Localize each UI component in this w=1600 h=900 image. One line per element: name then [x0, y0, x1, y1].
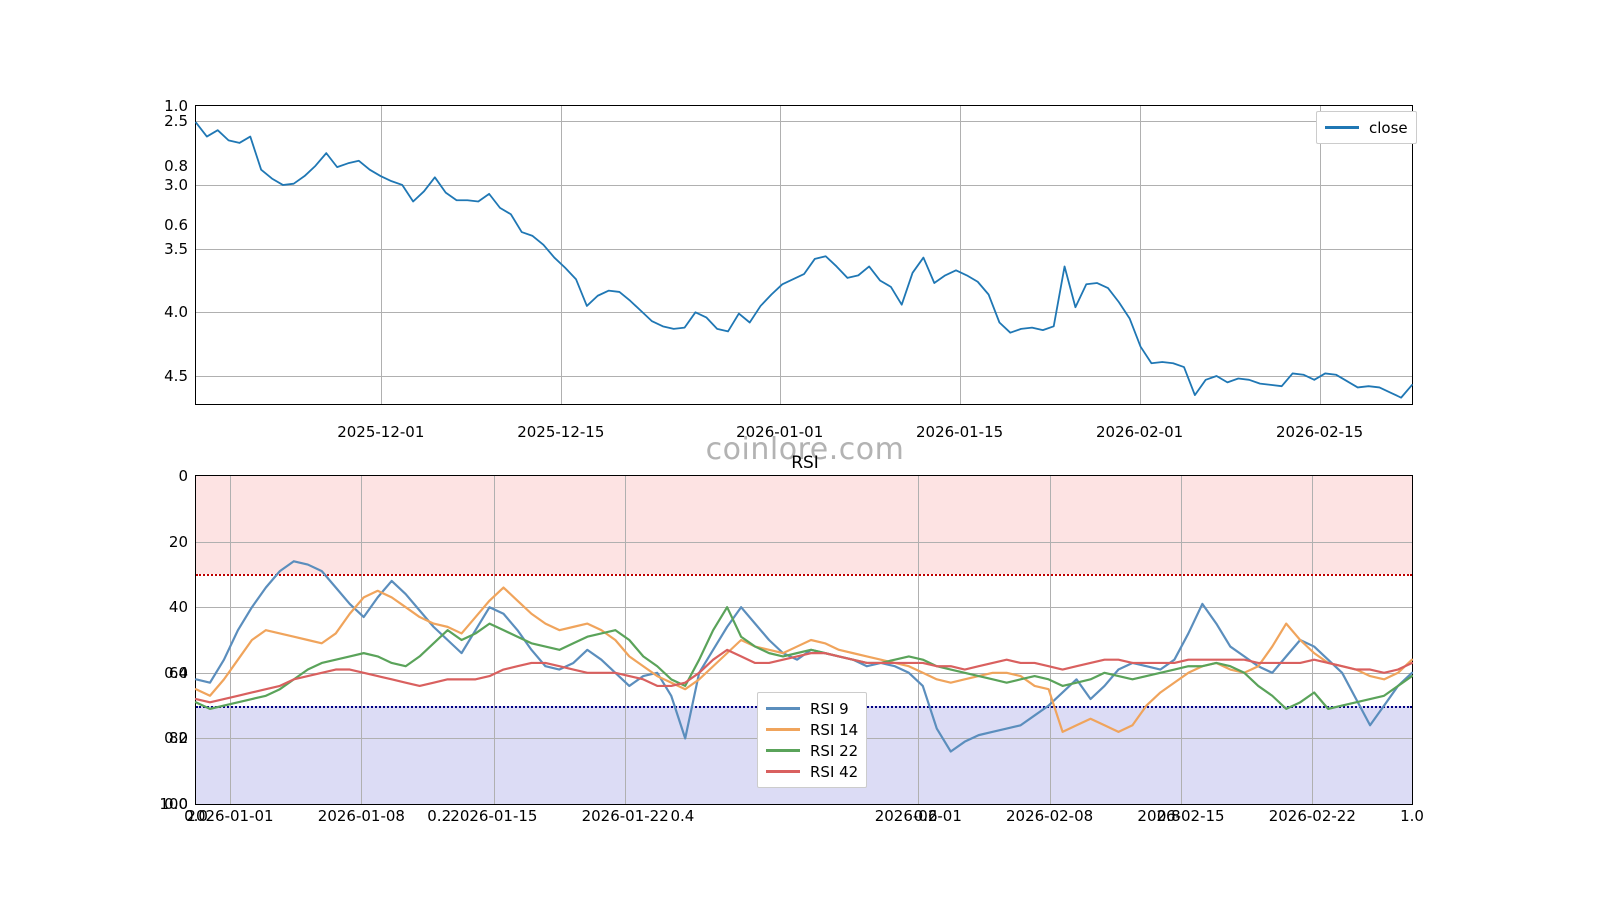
- gridline-vertical: [560, 106, 562, 404]
- gridline-horizontal: [196, 672, 1412, 674]
- rsi-shaded-region: [196, 476, 1412, 575]
- gridline-vertical: [1049, 476, 1051, 804]
- legend-item-label: RSI 42: [810, 762, 859, 781]
- rsi-x-tick-label: 2026-01-15: [450, 807, 538, 825]
- price-chart-panel: [195, 105, 1413, 405]
- rsi-legend: RSI 9 RSI 14 RSI 22 RSI 42: [757, 692, 868, 788]
- price-y-tick-secondary-label: 1.0: [164, 97, 188, 115]
- legend-item-label: RSI 22: [810, 741, 859, 760]
- rsi-y-tick-label: 20: [168, 532, 188, 551]
- rsi-x-tick-label: 2026-01-22: [581, 807, 669, 825]
- gridline-vertical: [1139, 106, 1141, 404]
- gridline-horizontal: [196, 541, 1412, 543]
- legend-item: RSI 42: [766, 761, 858, 782]
- rsi-y-tick-label: 60: [168, 663, 188, 682]
- price-y-tick-secondary-label: 0.8: [164, 156, 188, 175]
- price-legend: close: [1316, 111, 1417, 144]
- gridline-vertical: [230, 476, 231, 804]
- rsi-y-tick-label: 0: [178, 467, 188, 485]
- legend-color-swatch: [766, 770, 800, 773]
- price-x-tick-label: 2026-02-01: [1096, 423, 1184, 441]
- rsi-x-tick-secondary-label: 1.0: [1400, 807, 1424, 825]
- rsi-y-tick-secondary-label: 0.2: [164, 729, 188, 748]
- price-x-tick-label: 2025-12-15: [517, 423, 605, 441]
- gridline-vertical: [779, 106, 781, 404]
- gridline-horizontal: [196, 185, 1412, 186]
- rsi-y-tick-label: 80: [168, 729, 188, 748]
- legend-item-label: RSI 14: [810, 720, 859, 739]
- price-x-tick-label: 2025-12-01: [337, 423, 425, 441]
- legend-color-swatch: [766, 749, 800, 752]
- gridline-vertical: [493, 476, 495, 804]
- rsi-x-tick-secondary-label: 0.8: [1156, 807, 1181, 825]
- legend-item-label: close: [1369, 118, 1408, 137]
- gridline-vertical: [361, 476, 363, 804]
- rsi-x-tick-label: 2026-02-08: [1006, 807, 1094, 825]
- gridline-vertical: [1319, 106, 1321, 404]
- legend-item-label: RSI 9: [810, 699, 849, 718]
- gridline-vertical: [1181, 476, 1182, 804]
- price-line-series: [195, 121, 1413, 399]
- rsi-x-tick-label: 2026-02-22: [1268, 807, 1356, 825]
- price-x-tick-label: 2026-01-01: [736, 423, 824, 441]
- gridline-vertical: [625, 476, 627, 804]
- rsi-panel-title: RSI: [791, 453, 819, 473]
- rsi-chart-panel: [194, 475, 1414, 805]
- rsi-x-tick-secondary-label: 0.6: [913, 807, 938, 825]
- gridline-horizontal: [196, 312, 1412, 314]
- legend-item: RSI 22: [766, 740, 858, 761]
- price-y-tick-label: 3.5: [164, 239, 188, 258]
- rsi-x-tick-secondary-label: 0.4: [670, 807, 695, 825]
- rsi-x-tick-label: 2026-02-15: [1137, 807, 1225, 825]
- legend-item: RSI 14: [766, 719, 858, 740]
- rsi-x-tick-label: 2026-01-08: [317, 807, 405, 825]
- price-y-tick-secondary-label: 0.6: [164, 216, 188, 235]
- rsi-line-series: [194, 560, 1414, 753]
- gridline-vertical: [380, 106, 382, 404]
- watermark: coinlore.com: [705, 432, 905, 467]
- rsi-x-tick-label: 2026-01-01: [186, 807, 274, 825]
- gridline-horizontal: [196, 248, 1412, 250]
- rsi-y-tick-secondary-label: 0.0: [164, 795, 188, 813]
- rsi-y-tick-label: 100: [159, 795, 188, 813]
- gridline-horizontal: [196, 607, 1412, 609]
- gridline-horizontal: [196, 376, 1412, 377]
- legend-item: close: [1325, 117, 1408, 138]
- rsi-x-tick-label: 2026-02-01: [874, 807, 962, 825]
- price-x-tick-label: 2026-01-15: [916, 423, 1004, 441]
- price-y-tick-label: 2.5: [164, 112, 188, 131]
- rsi-threshold-overbought: [196, 574, 1412, 577]
- rsi-x-tick-secondary-label: 0.2: [427, 807, 452, 825]
- rsi-x-tick-secondary-label: 0.0: [184, 807, 208, 825]
- price-y-tick-label: 3.0: [164, 176, 188, 194]
- rsi-y-tick-label: 40: [168, 598, 188, 617]
- legend-color-swatch: [766, 707, 800, 710]
- price-y-tick-label: 4.5: [164, 367, 188, 385]
- price-x-tick-label: 2026-02-15: [1276, 423, 1364, 441]
- gridline-vertical: [918, 476, 920, 804]
- gridline-vertical: [959, 106, 961, 404]
- price-y-tick-label: 4.0: [164, 303, 188, 322]
- legend-item: RSI 9: [766, 698, 858, 719]
- gridline-horizontal: [196, 121, 1412, 123]
- legend-color-swatch: [766, 728, 800, 731]
- legend-color-swatch: [1325, 126, 1359, 129]
- gridline-vertical: [1312, 476, 1314, 804]
- rsi-y-tick-secondary-label: 0.4: [164, 663, 188, 682]
